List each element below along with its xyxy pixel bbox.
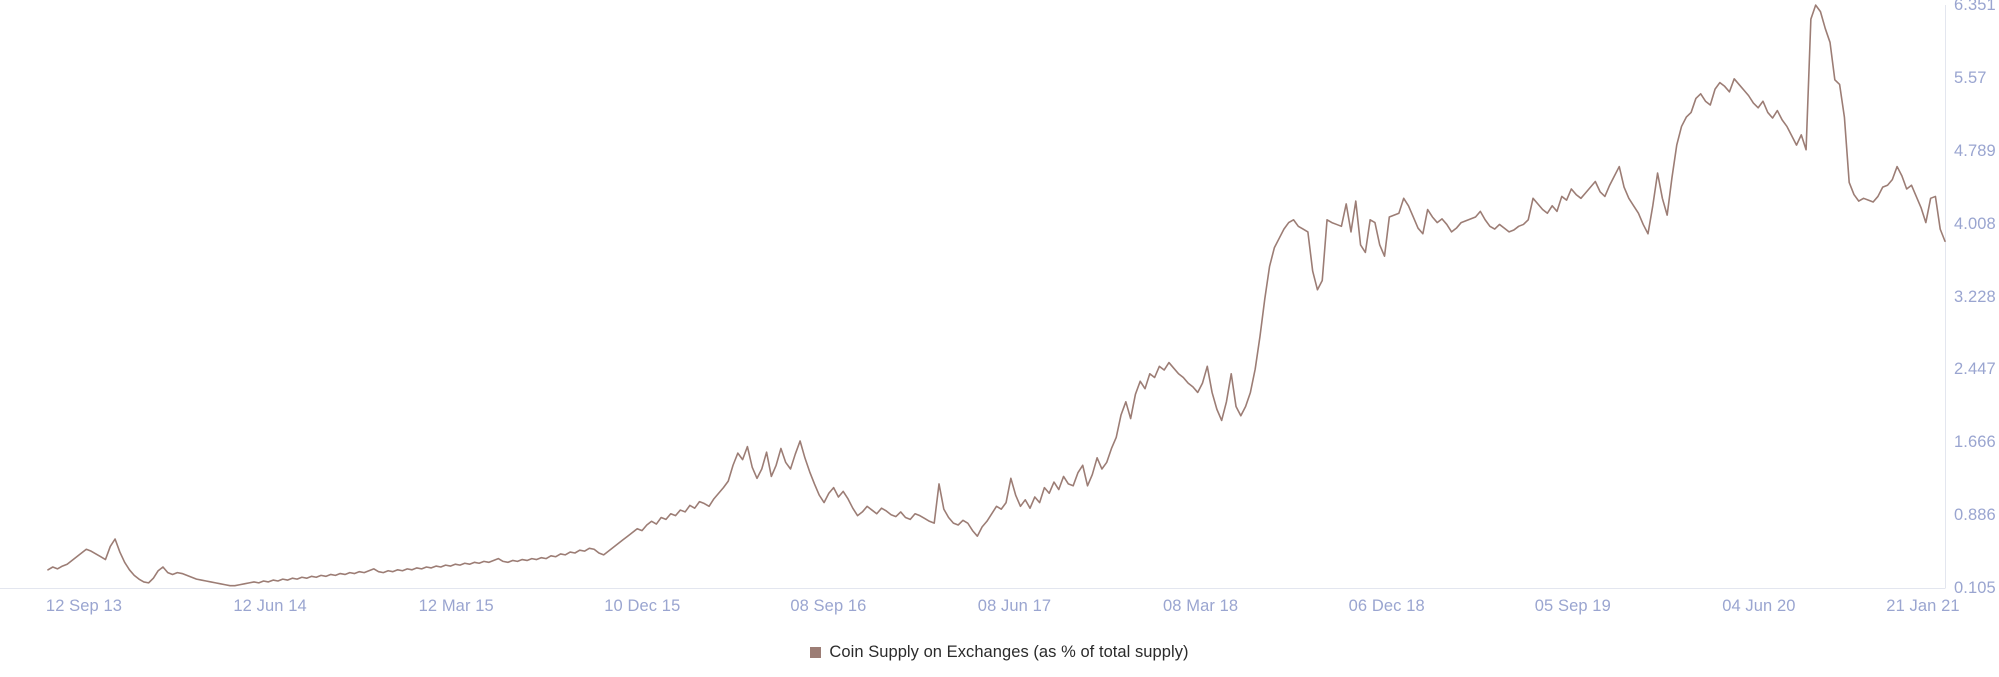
y-axis-tick-label: 4.008 <box>1954 214 1996 233</box>
x-axis-tick-label: 21 Jan 21 <box>1886 597 1960 615</box>
x-axis-tick-label: 12 Mar 15 <box>418 597 494 615</box>
x-axis-tick-label: 08 Sep 16 <box>790 597 867 615</box>
y-axis-tick-label: 6.351 <box>1954 0 1996 14</box>
x-axis-tick-label: 12 Sep 13 <box>45 597 123 615</box>
x-axis-tick-label: 05 Sep 19 <box>1534 597 1611 615</box>
x-axis-tick-label: 12 Jun 14 <box>233 597 307 615</box>
x-axis-tick-label: 04 Jun 20 <box>1722 597 1796 615</box>
y-axis-tick-label: 4.789 <box>1954 141 1996 160</box>
legend-swatch-icon <box>810 647 822 658</box>
y-axis-tick-label: 0.886 <box>1954 506 1996 525</box>
series-line-coin-supply-on-exchanges <box>47 4 1946 587</box>
y-axis-tick-label: 0.105 <box>1954 579 1996 597</box>
y-axis-tick-label: 3.228 <box>1954 287 1996 306</box>
chart-legend[interactable]: Coin Supply on Exchanges (as % of total … <box>0 643 1999 662</box>
x-axis-tick-label: 08 Mar 18 <box>1162 597 1239 615</box>
x-axis-tick-label: 10 Dec 15 <box>604 597 681 615</box>
y-axis-tick-label: 1.666 <box>1954 433 1996 452</box>
y-axis-tick-label: 5.57 <box>1954 68 1987 87</box>
x-axis-tick-label: 08 Jun 17 <box>977 597 1052 615</box>
y-axis-tick-label: 2.447 <box>1954 360 1996 379</box>
legend-label: Coin Supply on Exchanges (as % of total … <box>829 643 1189 661</box>
x-axis-tick-label: 06 Dec 18 <box>1348 597 1425 615</box>
